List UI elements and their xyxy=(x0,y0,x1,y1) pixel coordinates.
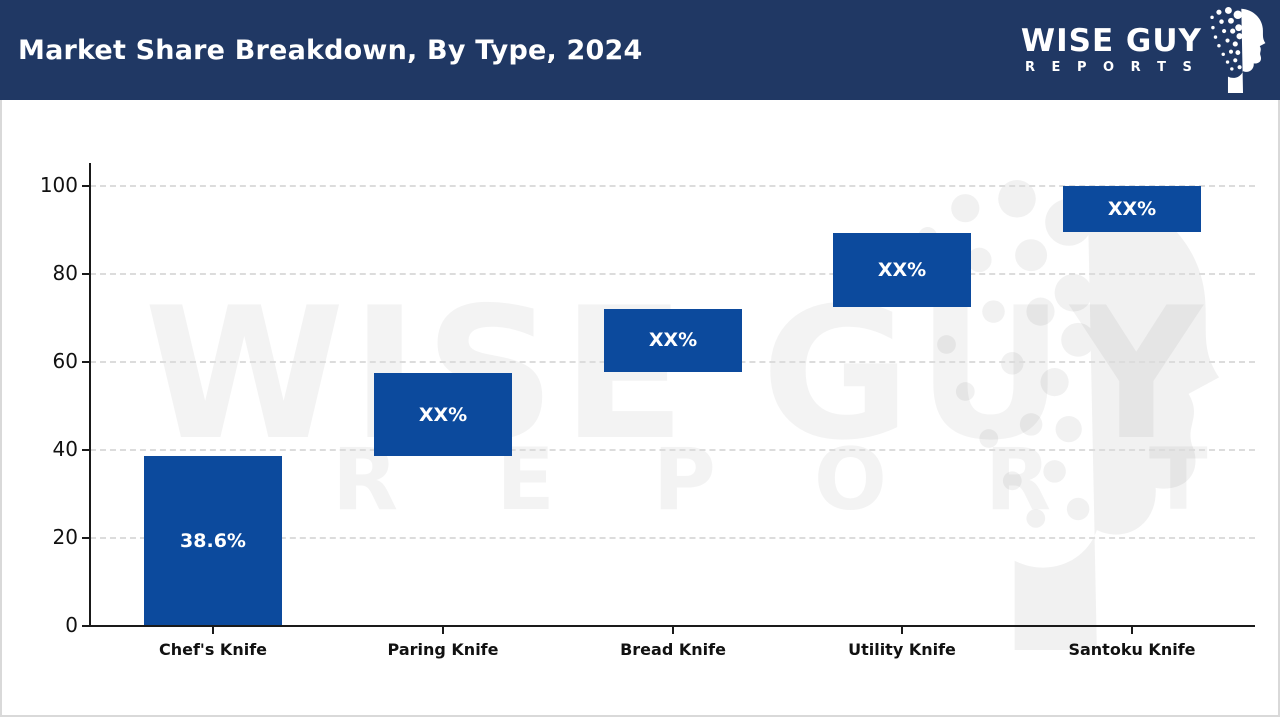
y-tick-mark xyxy=(82,449,90,451)
logo-text: WISE GUY R E P O R T S xyxy=(1021,25,1202,75)
bar-value-label: 38.6% xyxy=(180,530,246,553)
x-tick-mark xyxy=(442,627,444,634)
waterfall-bar: XX% xyxy=(374,373,512,457)
y-tick-mark xyxy=(82,273,90,275)
x-tick-mark xyxy=(212,627,214,634)
bar-value-label: XX% xyxy=(418,403,468,426)
y-tick-mark xyxy=(82,185,90,187)
y-gridline xyxy=(90,273,1255,275)
bar-value-label: XX% xyxy=(648,329,698,352)
waterfall-bar: XX% xyxy=(604,309,742,372)
x-tick-label: Chef's Knife xyxy=(158,640,268,659)
y-gridline xyxy=(90,537,1255,539)
y-gridline xyxy=(90,449,1255,451)
y-gridline xyxy=(90,185,1255,187)
y-tick-label: 0 xyxy=(65,613,78,637)
bar-value-label: XX% xyxy=(877,259,927,282)
wise-guy-logo: WISE GUY R E P O R T S xyxy=(1021,7,1280,93)
watermark-head-icon xyxy=(918,180,1220,650)
y-tick-label: 100 xyxy=(39,173,78,197)
x-tick-mark xyxy=(672,627,674,634)
y-tick-label: 60 xyxy=(52,349,78,373)
header-bar: Market Share Breakdown, By Type, 2024 WI… xyxy=(0,0,1280,100)
y-tick-label: 40 xyxy=(52,437,78,461)
page-title: Market Share Breakdown, By Type, 2024 xyxy=(18,34,643,66)
x-tick-label: Santoku Knife xyxy=(1068,640,1196,659)
bar-value-label: XX% xyxy=(1107,198,1157,221)
watermark-subtitle: R E P O R T S xyxy=(332,430,1280,530)
y-tick-mark xyxy=(82,625,90,627)
y-tick-label: 80 xyxy=(52,261,78,285)
waterfall-bar: XX% xyxy=(1063,186,1201,233)
x-tick-label: Utility Knife xyxy=(848,640,956,659)
logo-subtitle: R E P O R T S xyxy=(1025,59,1198,75)
x-tick-mark xyxy=(901,627,903,634)
x-axis-line xyxy=(89,625,1255,627)
x-tick-label: Paring Knife xyxy=(387,640,499,659)
y-axis-line xyxy=(89,163,91,626)
y-tick-mark xyxy=(82,361,90,363)
waterfall-bar: 38.6% xyxy=(144,456,282,626)
y-tick-label: 20 xyxy=(52,525,78,549)
waterfall-bar: XX% xyxy=(833,233,971,307)
y-gridline xyxy=(90,361,1255,363)
logo-wordmark: WISE GUY xyxy=(1020,23,1202,60)
x-tick-mark xyxy=(1131,627,1133,634)
dotted-head-icon xyxy=(1210,7,1266,93)
y-tick-mark xyxy=(82,537,90,539)
watermark-wordmark: WISE GUY xyxy=(144,268,1208,480)
x-tick-label: Bread Knife xyxy=(620,640,726,659)
chart-card: WISE GUY R E P O R T S 0 20 40 60 80 100 38.6%… xyxy=(0,100,1280,717)
